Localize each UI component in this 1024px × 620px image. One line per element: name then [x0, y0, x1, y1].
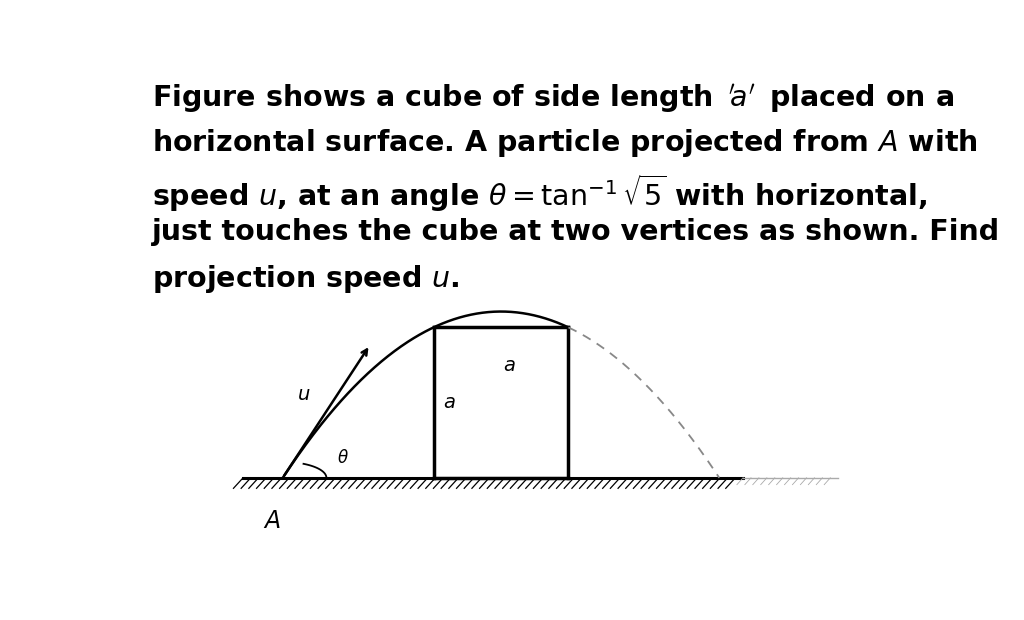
- Text: projection speed $\mathit{u}$.: projection speed $\mathit{u}$.: [152, 263, 460, 295]
- Text: just touches the cube at two vertices as shown. Find: just touches the cube at two vertices as…: [152, 218, 999, 246]
- Text: horizontal surface. A particle projected from $\mathit{A}$ with: horizontal surface. A particle projected…: [152, 127, 978, 159]
- Text: $\mathit{u}$: $\mathit{u}$: [297, 385, 310, 404]
- Text: $\theta$: $\theta$: [337, 449, 349, 467]
- Text: $\mathit{a}$: $\mathit{a}$: [443, 393, 456, 412]
- Text: $\mathit{A}$: $\mathit{A}$: [263, 509, 281, 533]
- Text: Figure shows a cube of side length $\,'\!\mathit{a}'\,$ placed on a: Figure shows a cube of side length $\,'\…: [152, 82, 954, 115]
- Text: $\mathit{a}$: $\mathit{a}$: [503, 356, 515, 375]
- Text: speed $\mathit{u}$, at an angle $\theta = \tan^{-1}\sqrt{5}$ with horizontal,: speed $\mathit{u}$, at an angle $\theta …: [152, 172, 927, 214]
